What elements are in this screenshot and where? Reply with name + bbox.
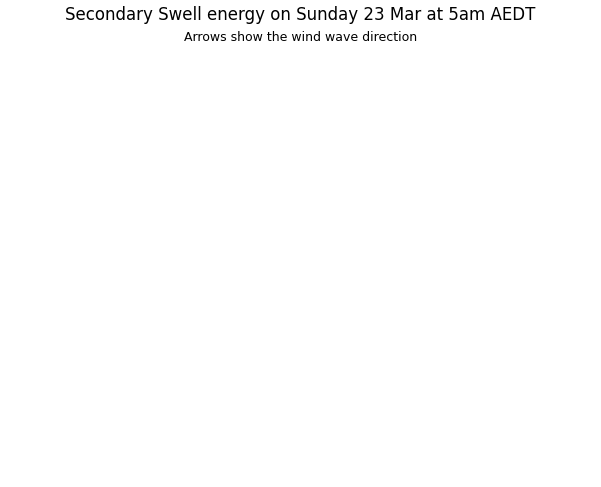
Text: Arrows show the wind wave direction: Arrows show the wind wave direction <box>184 31 417 43</box>
Text: Secondary Swell energy on Sunday 23 Mar at 5am AEDT: Secondary Swell energy on Sunday 23 Mar … <box>66 6 535 24</box>
Text: cartopy required: cartopy required <box>219 257 382 276</box>
